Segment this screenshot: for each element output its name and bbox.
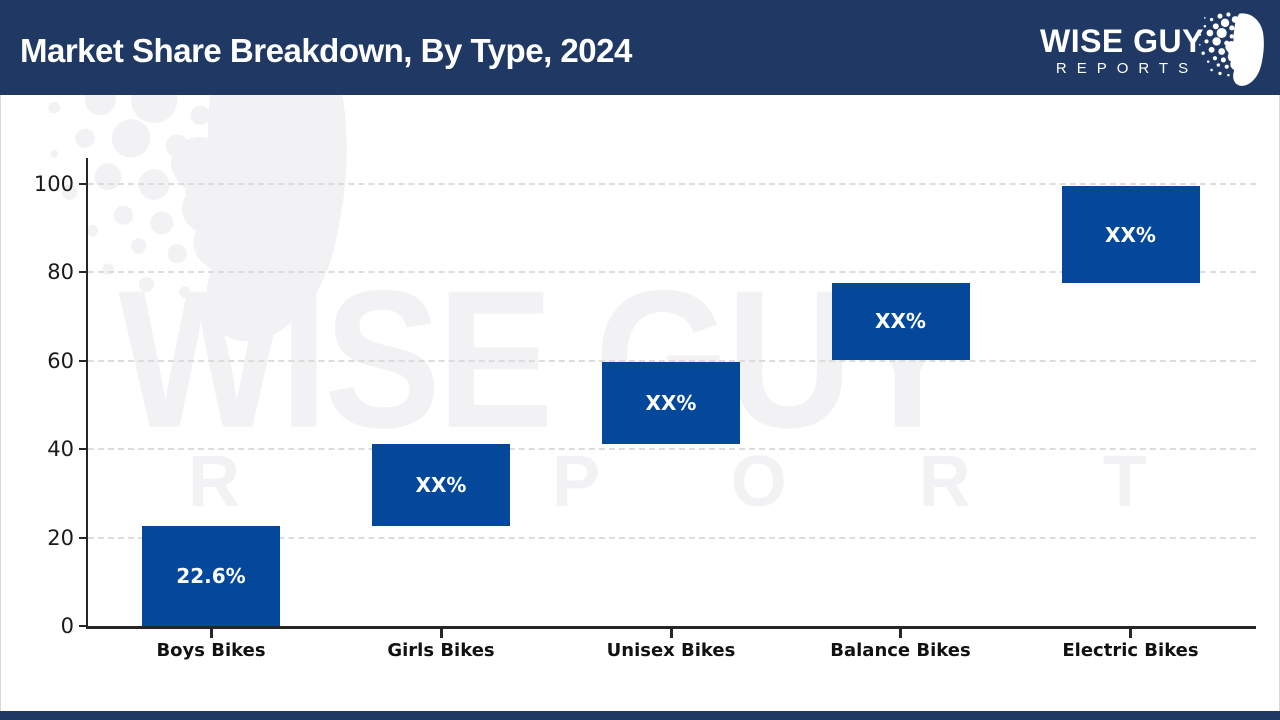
y-tick-mark (79, 625, 88, 627)
x-axis-label: Balance Bikes (830, 640, 971, 661)
x-tick-mark (209, 629, 213, 638)
x-tick-mark (899, 629, 902, 638)
y-tick-mark (79, 359, 88, 362)
x-tick-mark (1129, 629, 1132, 638)
gridline (88, 359, 1256, 362)
bar: XX% (831, 283, 970, 360)
gridline (88, 536, 1256, 539)
y-tick-mark (79, 536, 88, 539)
gridline (88, 271, 1256, 274)
x-axis-label: Girls Bikes (387, 640, 495, 661)
y-axis (86, 158, 88, 629)
x-tick-mark (669, 629, 673, 638)
x-axis-label: Boys Bikes (156, 640, 266, 661)
bar-value-label: XX% (415, 472, 467, 497)
wiseguy-logo-text: WISE GUY REPORTS (1040, 25, 1204, 77)
gridline (88, 183, 1256, 185)
bar-value-label: 22.6% (176, 564, 246, 589)
y-tick-label: 40 (47, 437, 74, 462)
wiseguy-face-icon (1198, 12, 1264, 86)
gridline (88, 448, 1256, 451)
header-bar: Market Share Breakdown, By Type, 2024 WI… (0, 0, 1280, 95)
bar: XX% (1061, 186, 1200, 283)
footer-bar (0, 711, 1280, 720)
x-tick-mark (439, 629, 443, 638)
y-tick-mark (79, 448, 88, 451)
x-axis-label: Electric Bikes (1062, 640, 1199, 661)
y-tick-label: 100 (33, 172, 74, 196)
y-tick-mark (79, 183, 88, 185)
x-axis-label: Unisex Bikes (606, 640, 736, 661)
y-tick-label: 80 (47, 260, 74, 285)
bar: XX% (602, 361, 740, 444)
y-tick-label: 0 (60, 614, 74, 638)
bar-value-label: XX% (645, 390, 697, 415)
bar: XX% (372, 443, 510, 527)
bar-value-label: XX% (1105, 222, 1156, 247)
y-tick-label: 20 (47, 525, 74, 550)
bar: 22.6% (142, 526, 280, 626)
page-title: Market Share Breakdown, By Type, 2024 (20, 32, 632, 69)
y-tick-label: 60 (47, 348, 74, 373)
logo-subtitle: REPORTS (1055, 60, 1199, 77)
x-axis (86, 626, 1256, 629)
logo-wordmark: WISE GUY (1039, 23, 1204, 59)
bar-value-label: XX% (875, 309, 926, 334)
y-tick-mark (79, 271, 88, 274)
watermark-text-reports: R E P O R T S (188, 442, 1280, 522)
wiseguy-logo: WISE GUY REPORTS (1040, 6, 1268, 92)
